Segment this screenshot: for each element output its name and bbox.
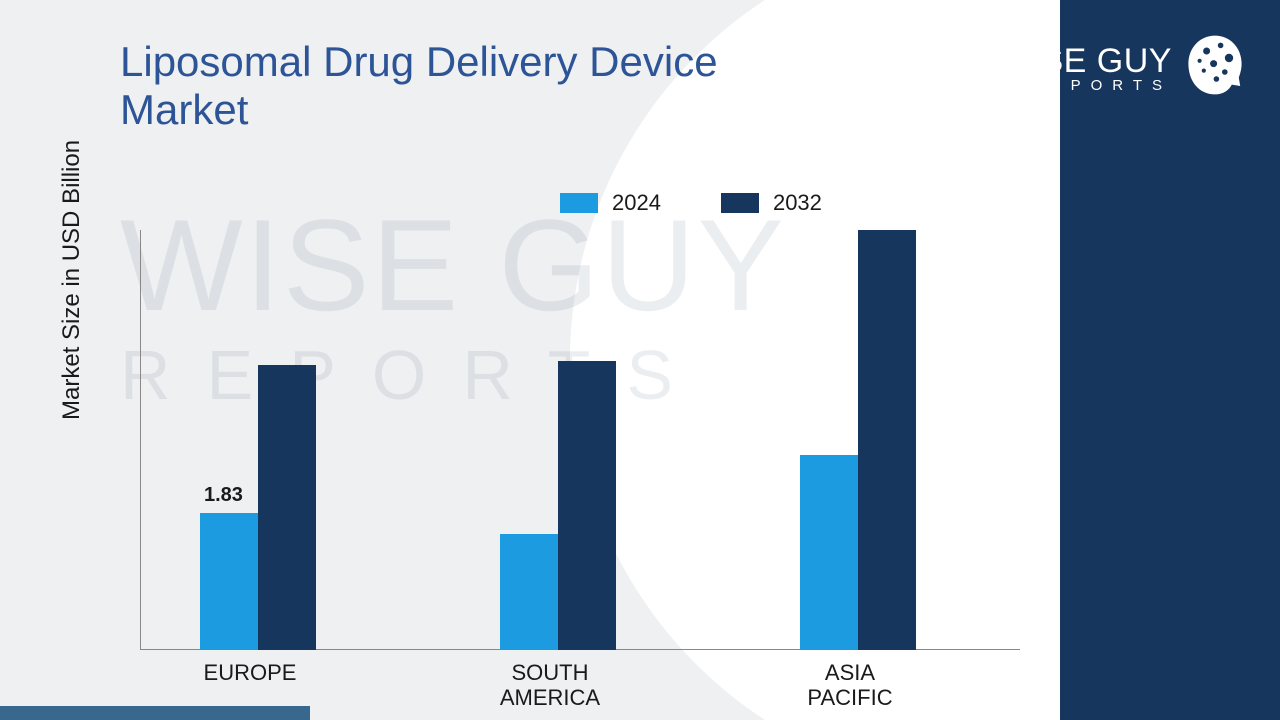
category-label-1: SOUTHAMERICA <box>460 660 640 711</box>
brand-line1: WISE GUY <box>998 42 1172 81</box>
decorative-bottom-bar <box>0 706 310 720</box>
bar-chart: EUROPESOUTHAMERICAASIAPACIFIC1.83 <box>140 230 1020 650</box>
legend-item-2032: 2032 <box>721 190 822 216</box>
bar-2024-1 <box>500 534 558 650</box>
brand-logo: WISE GUY REPORTS <box>998 30 1250 105</box>
legend-swatch-2024 <box>560 193 598 213</box>
legend-item-2024: 2024 <box>560 190 661 216</box>
bar-2024-2 <box>800 455 858 650</box>
bar-2032-0 <box>258 365 316 650</box>
bar-2032-1 <box>558 361 616 650</box>
y-axis-label: Market Size in USD Billion <box>58 140 86 420</box>
y-axis-line <box>140 230 141 650</box>
category-label-0: EUROPE <box>160 660 340 685</box>
page-title: Liposomal Drug Delivery Device Market <box>120 38 820 135</box>
legend-label-2032: 2032 <box>773 190 822 216</box>
category-label-2: ASIAPACIFIC <box>760 660 940 711</box>
bar-2032-2 <box>858 230 916 650</box>
legend-swatch-2032 <box>721 193 759 213</box>
chart-legend: 2024 2032 <box>560 190 822 216</box>
bar-2024-0 <box>200 513 258 650</box>
legend-label-2024: 2024 <box>612 190 661 216</box>
right-panel <box>1060 0 1280 720</box>
brand-head-icon <box>1180 30 1250 105</box>
value-label: 1.83 <box>204 484 243 507</box>
